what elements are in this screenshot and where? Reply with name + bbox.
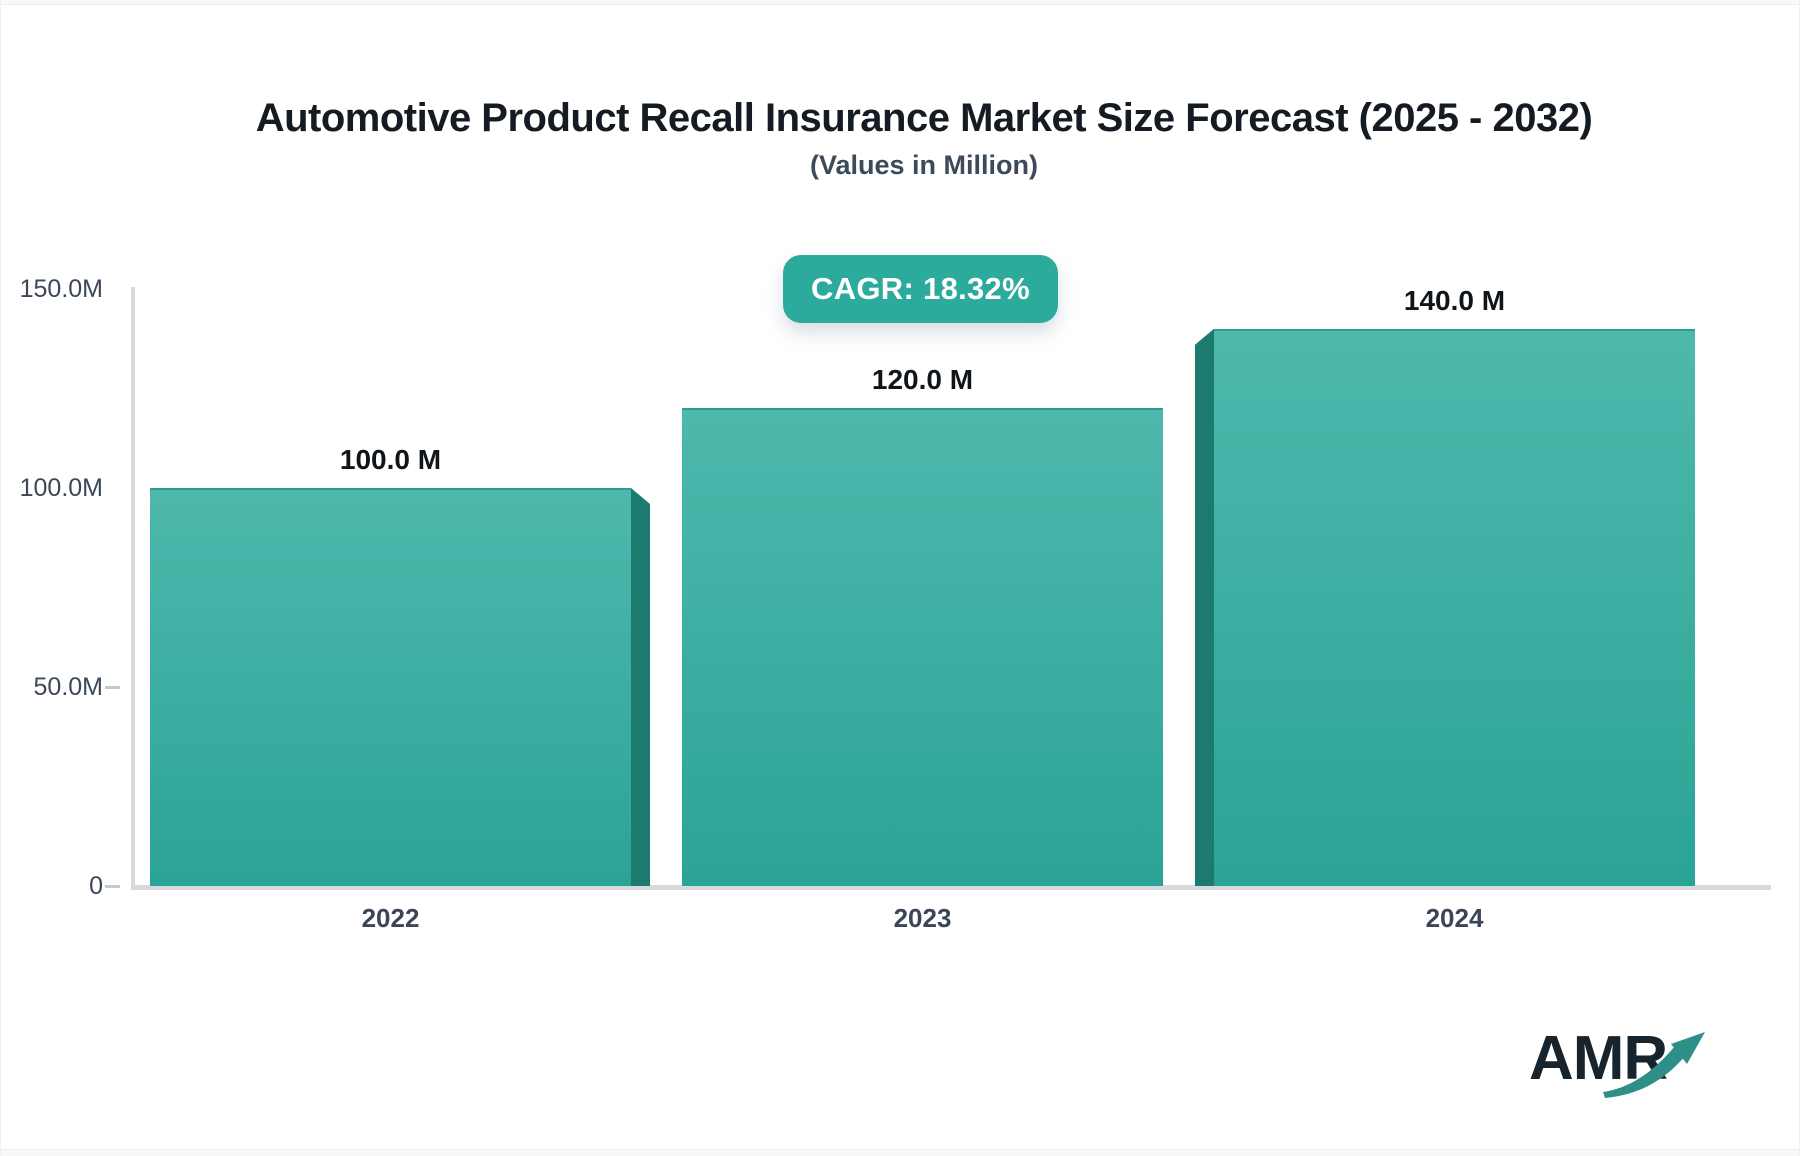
y-axis-tick-mark (105, 686, 120, 689)
bar-value-label: 120.0 M (871, 364, 974, 396)
y-axis-tick-label: 100.0M (19, 474, 103, 502)
x-axis-label-2023: 2023 (893, 903, 952, 933)
x-axis-line (131, 885, 1771, 890)
bar-3d-side-2024 (1195, 328, 1214, 886)
growth-arrow-icon (1603, 1032, 1705, 1098)
top-edge-strip (1, 0, 1799, 5)
y-axis-tick-label: 50.0M (33, 673, 103, 701)
chart-subtitle: (Values in Million) (809, 150, 1039, 180)
bar-value-label: 140.0 M (1403, 284, 1506, 316)
bottom-edge-strip (1, 1149, 1799, 1156)
x-axis-label-2024: 2024 (1425, 903, 1484, 933)
bar-3d-side-2022 (631, 488, 650, 886)
y-axis-tick-label: 0 (89, 872, 103, 900)
bar-2022 (150, 488, 631, 886)
cagr-badge: CAGR: 18.32% (783, 255, 1058, 323)
y-axis-tick-label: 150.0M (19, 275, 103, 303)
y-axis-tick-mark (105, 885, 120, 888)
x-axis-label-2022: 2022 (361, 903, 420, 933)
bar-2024 (1214, 328, 1695, 886)
y-axis-line (131, 287, 135, 889)
chart-title: Automotive Product Recall Insurance Mark… (255, 96, 1593, 140)
bar-2023 (682, 408, 1163, 886)
bar-value-label: 100.0 M (339, 444, 442, 475)
